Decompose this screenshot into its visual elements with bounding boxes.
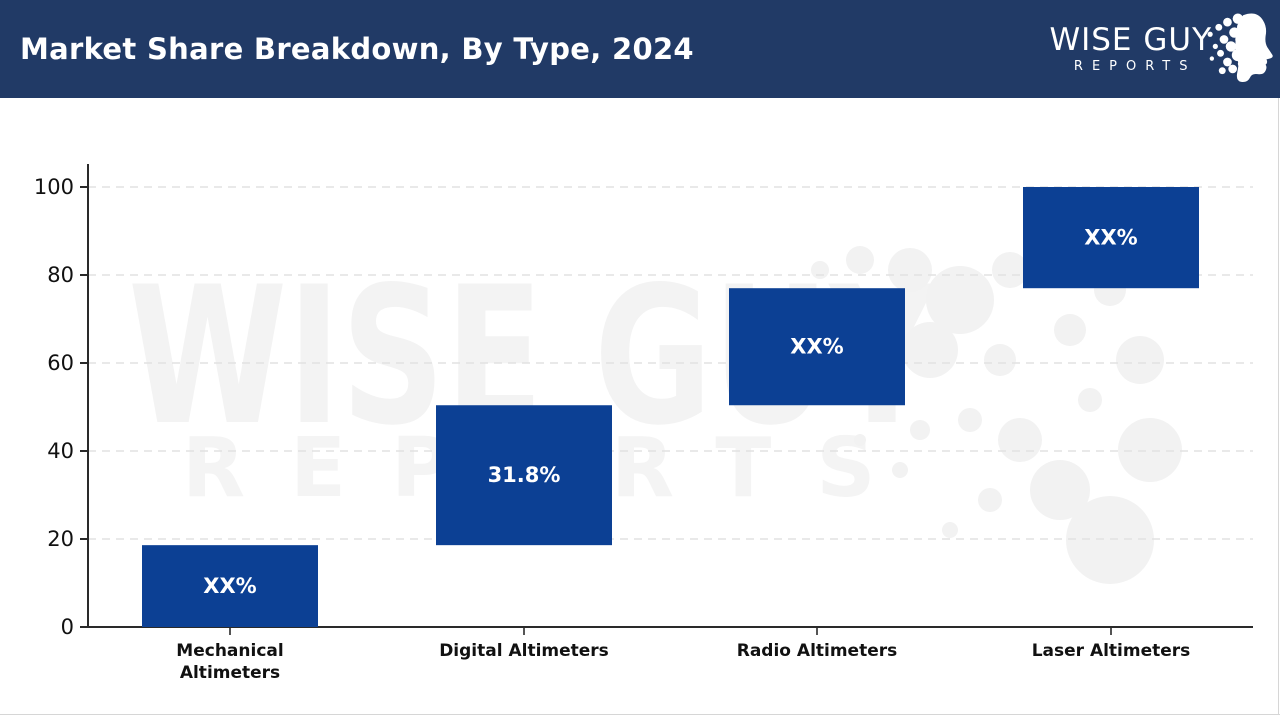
bar-2 [436,405,612,546]
bar-value-label: XX% [790,335,843,359]
y-tick-label: 0 [61,615,74,639]
category-label: Radio Altimeters [737,641,898,661]
page-title: Market Share Breakdown, By Type, 2024 [20,32,694,66]
bar-1 [142,545,318,627]
bar-3 [729,288,905,406]
card-border-bottom [0,714,1280,715]
y-tick-label: 60 [47,351,74,375]
category-label: Laser Altimeters [1032,641,1191,661]
wise-guy-reports-logo: WISE GUY REPORTS [1049,2,1276,96]
category-label: Mechanical Altimeters [176,641,283,683]
y-tick-label: 40 [47,439,74,463]
watermark-dotted-head [811,238,1182,584]
y-tick-label: 80 [47,263,74,287]
card-border-right [1278,98,1279,715]
y-tick-label: 100 [34,175,74,199]
logo-head-icon [1207,13,1273,83]
logo-wiseguy-text: WISE GUY [1049,22,1212,58]
bar-4 [1023,187,1199,289]
header-bar: Market Share Breakdown, By Type, 2024 WI… [0,0,1280,98]
bar-value-label: 31.8% [488,463,561,487]
bar-value-label: XX% [1084,226,1137,250]
logo-reports-text: REPORTS [1073,59,1197,74]
y-tick-label: 20 [47,527,74,551]
logo-text: WISE GUY REPORTS [1049,22,1212,74]
bar-value-label: XX% [203,574,256,598]
category-label: Digital Altimeters [439,641,609,661]
